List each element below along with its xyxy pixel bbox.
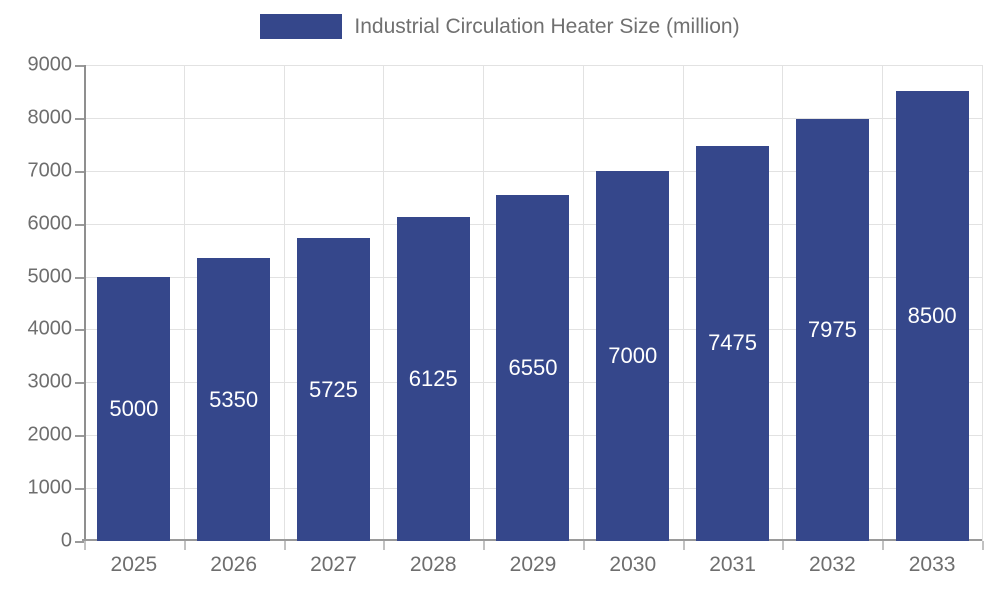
bar-2028: 6125 (396, 217, 470, 541)
x-tick-label: 2033 (908, 553, 956, 576)
y-tick-label: 1000 (27, 476, 73, 499)
x-tick-mark (483, 541, 486, 550)
bar-value-label: 5725 (308, 376, 358, 402)
y-tick-label: 9000 (27, 53, 73, 76)
h-gridline (84, 65, 982, 66)
bar-value-label: 7000 (608, 342, 658, 368)
v-gridline (383, 65, 385, 541)
y-tick-label: 3000 (27, 370, 73, 393)
bar-2029: 6550 (496, 194, 570, 541)
bar-2025: 5000 (97, 276, 171, 541)
y-tick-mark (75, 276, 84, 279)
v-gridline (982, 65, 983, 541)
bar-2027: 5725 (296, 238, 370, 541)
y-tick-mark (75, 329, 84, 332)
v-gridline (882, 65, 884, 541)
h-gridline (84, 170, 982, 172)
x-tick-mark (882, 541, 885, 550)
x-tick-mark (782, 541, 785, 550)
x-tick-label: 2025 (110, 553, 158, 576)
x-tick-label: 2026 (210, 553, 258, 576)
plot-area: 5000 5350 5725 6125 6550 7000 7475 7975 8500 (75, 65, 984, 550)
v-gridline (183, 65, 185, 541)
legend-label: Industrial Circulation Heater Size (mill… (354, 14, 740, 38)
bar-2026: 5350 (197, 258, 271, 541)
x-tick-mark (682, 541, 685, 550)
x-tick-label: 2030 (609, 553, 657, 576)
x-tick-mark (383, 541, 386, 550)
y-tick-label: 5000 (27, 265, 73, 288)
bar-value-label: 5000 (109, 395, 159, 421)
v-gridline (782, 65, 784, 541)
y-tick-label: 4000 (27, 317, 73, 340)
y-tick-mark (75, 541, 84, 543)
y-axis-line (84, 65, 86, 541)
bar-2032: 7975 (795, 119, 869, 541)
bar-value-label: 8500 (907, 303, 957, 329)
bar-value-label: 7975 (807, 317, 857, 343)
bar-value-label: 6125 (408, 366, 458, 392)
x-tick-label: 2031 (709, 553, 756, 576)
y-tick-label: 6000 (27, 212, 73, 235)
v-gridline (483, 65, 485, 541)
x-tick-label: 2027 (310, 553, 357, 576)
v-gridline (682, 65, 684, 541)
x-axis-labels: 2025 2026 2027 2028 2029 2030 2031 2032 2033 (84, 553, 982, 583)
legend-swatch (260, 14, 343, 39)
y-tick-label: 7000 (27, 159, 73, 182)
x-tick-label: 2028 (409, 553, 457, 576)
x-tick-mark (982, 541, 984, 550)
v-gridline (283, 65, 285, 541)
x-tick-mark (582, 541, 585, 550)
v-gridline (582, 65, 584, 541)
bar-value-label: 7475 (708, 330, 758, 356)
bar-value-label: 6550 (508, 354, 558, 380)
y-tick-mark (75, 223, 84, 226)
y-axis-labels: 0 1000 2000 3000 4000 5000 6000 7000 8000 9000 (0, 54, 73, 552)
x-tick-label: 2029 (509, 553, 557, 576)
y-tick-mark (75, 382, 84, 385)
y-tick-label: 8000 (27, 106, 73, 129)
bar-2031: 7475 (696, 145, 770, 541)
h-gridline (84, 117, 982, 119)
x-tick-label: 2032 (808, 553, 856, 576)
x-tick-mark (283, 541, 286, 550)
y-tick-mark (75, 117, 84, 120)
y-tick-mark (75, 488, 84, 491)
bar-2030: 7000 (596, 170, 670, 541)
y-tick-mark (75, 170, 84, 173)
bar-value-label: 5350 (209, 386, 259, 412)
y-tick-mark (75, 65, 84, 67)
y-tick-label: 0 (60, 529, 72, 552)
bar-2033: 8500 (895, 91, 969, 541)
y-tick-mark (75, 435, 84, 438)
x-tick-mark (183, 541, 186, 550)
chart-legend: Industrial Circulation Heater Size (mill… (0, 14, 1000, 39)
x-tick-mark (84, 541, 86, 550)
y-tick-label: 2000 (27, 423, 73, 446)
